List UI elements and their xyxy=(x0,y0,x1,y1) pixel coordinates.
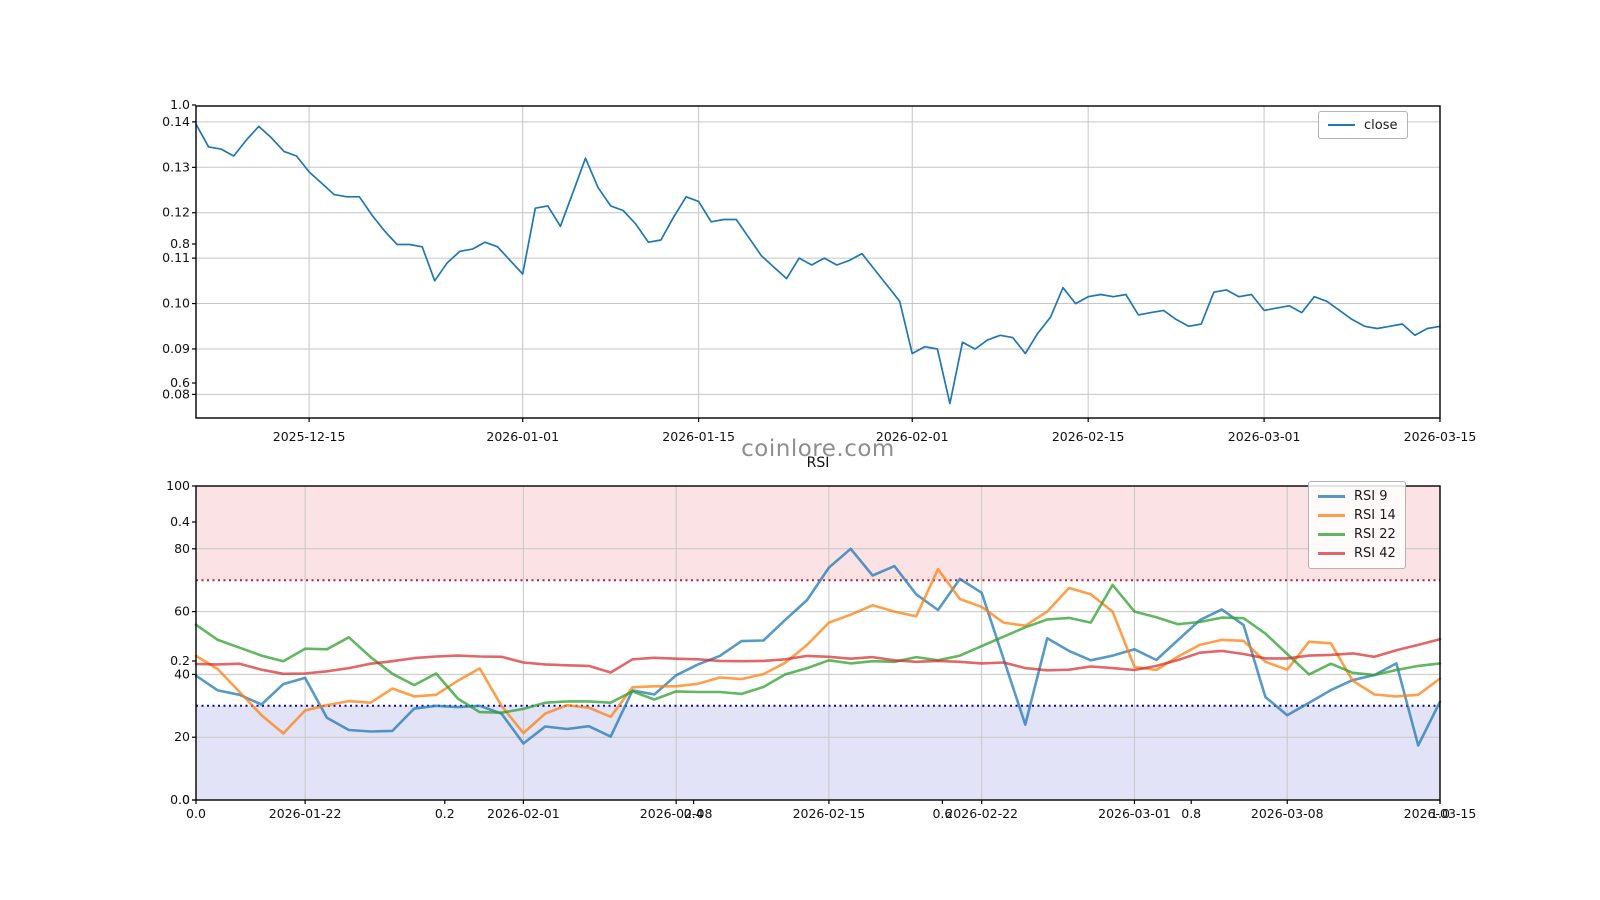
rsi-panel-title: RSI xyxy=(806,455,830,471)
x-tick-label: 2026-03-01 xyxy=(1098,806,1171,821)
y-tick-label: 0.13 xyxy=(162,159,190,174)
x-tick-label: 2026-01-01 xyxy=(486,429,559,444)
x-tick-label: 2026-02-01 xyxy=(876,429,949,444)
y-tick-label: 0 xyxy=(182,792,190,807)
axes-spines xyxy=(195,485,1441,801)
y-tick-label: 0.08 xyxy=(162,386,190,401)
y-tick-label: 60 xyxy=(174,604,190,619)
overlay-y-tick-label: 0.2 xyxy=(170,653,190,668)
rsi14-line-swatch xyxy=(1318,514,1345,517)
y-tick-label: 20 xyxy=(174,729,190,744)
overlay-x-tick-label: 0.4 xyxy=(684,806,704,821)
x-tick-label: 2026-02-15 xyxy=(793,806,866,821)
legend-row-rsi22: RSI 22 xyxy=(1318,525,1405,544)
legend-label-rsi22: RSI 22 xyxy=(1354,527,1396,542)
overlay-y-tick-label: 0.4 xyxy=(170,514,190,529)
y-tick-label: 80 xyxy=(174,541,190,556)
overlay-y-tick-label: 1.0 xyxy=(170,97,190,112)
x-tick-label: 2026-03-15 xyxy=(1404,806,1477,821)
overlay-x-tick-label: 0.2 xyxy=(435,806,455,821)
legend-label-rsi14: RSI 14 xyxy=(1354,508,1396,523)
y-tick-label: 100 xyxy=(166,478,190,493)
overlay-x-tick-label: 0.6 xyxy=(932,806,952,821)
x-tick-label: 2026-03-15 xyxy=(1404,429,1477,444)
rsi9-line-swatch xyxy=(1318,495,1345,498)
legend-label-close: close xyxy=(1364,117,1398,133)
legend-label-rsi42: RSI 42 xyxy=(1354,546,1396,561)
threshold-band xyxy=(196,486,1440,581)
series-line-rsi-14 xyxy=(194,567,1442,735)
legend-close: close xyxy=(1318,111,1408,139)
series-line-rsi-42 xyxy=(194,637,1442,676)
legend-rsi: RSI 9 RSI 14 RSI 22 RSI 42 xyxy=(1308,481,1406,569)
y-tick-label: 40 xyxy=(174,666,190,681)
watermark: coinlore.com xyxy=(741,436,895,462)
axes-spines xyxy=(195,105,1441,419)
x-tick-label: 2026-02-01 xyxy=(487,806,560,821)
legend-label-rsi9: RSI 9 xyxy=(1354,489,1388,504)
overlay-x-tick-label: 0.0 xyxy=(186,806,206,821)
overlay-x-tick-label: 0.8 xyxy=(1181,806,1201,821)
x-tick-label: 2026-02-22 xyxy=(945,806,1018,821)
y-tick-label: 0.12 xyxy=(162,205,190,220)
y-tick-label: 0.10 xyxy=(162,296,190,311)
y-tick-label: 0.11 xyxy=(162,250,190,265)
x-tick-label: 2026-03-08 xyxy=(1251,806,1324,821)
overlay-y-tick-label: 0.0 xyxy=(170,792,190,807)
series-line-rsi-22 xyxy=(194,583,1442,715)
overlay-x-tick-label: 1.0 xyxy=(1430,806,1450,821)
threshold-band xyxy=(196,705,1440,800)
x-tick-label: 2026-02-15 xyxy=(1052,429,1125,444)
legend-row-rsi9: RSI 9 xyxy=(1318,487,1405,506)
y-tick-label: 0.14 xyxy=(162,114,190,129)
legend-row-rsi14: RSI 14 xyxy=(1318,506,1405,525)
close-line-swatch xyxy=(1328,124,1355,126)
y-tick-label: 0.09 xyxy=(162,341,190,356)
x-tick-label: 2026-03-01 xyxy=(1228,429,1301,444)
x-tick-label: 2026-01-15 xyxy=(662,429,735,444)
overlay-y-tick-label: 0.6 xyxy=(170,375,190,390)
overlay-y-tick-label: 0.8 xyxy=(170,236,190,251)
series-line-close xyxy=(195,123,1441,405)
x-tick-label: 2025-12-15 xyxy=(273,429,346,444)
rsi42-line-swatch xyxy=(1318,552,1345,555)
rsi22-line-swatch xyxy=(1318,533,1345,536)
x-tick-label: 2026-02-08 xyxy=(640,806,713,821)
x-tick-label: 2026-01-22 xyxy=(269,806,342,821)
legend-row-rsi42: RSI 42 xyxy=(1318,544,1405,563)
